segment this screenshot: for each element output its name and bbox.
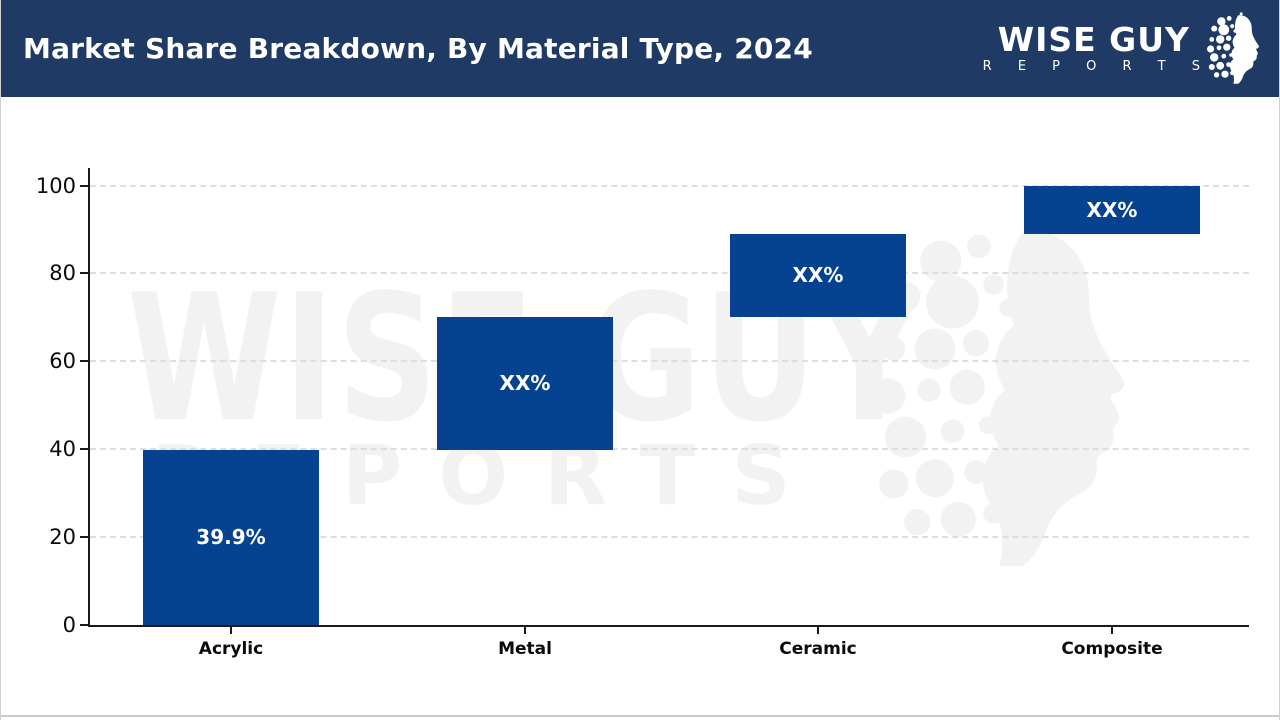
x-category-label-metal: Metal — [498, 639, 552, 659]
x-tick-mark-ceramic — [817, 627, 819, 634]
y-gridline-60 — [90, 360, 1249, 363]
wiseguy-head-logo-icon — [1207, 11, 1259, 84]
y-tick-mark-0 — [80, 624, 88, 626]
y-gridline-20 — [90, 536, 1249, 539]
y-tick-label-40: 40 — [49, 437, 76, 462]
y-gridline-80 — [90, 272, 1249, 275]
y-tick-mark-100 — [80, 184, 88, 187]
bar-ceramic: XX% — [730, 234, 906, 317]
logo-wordmark: WISE GUY — [997, 19, 1190, 59]
bar-metal: XX% — [437, 316, 613, 450]
wiseguy-logo: WISE GUY R E P O R T S — [977, 11, 1279, 87]
x-category-label-acrylic: Acrylic — [198, 639, 264, 659]
x-category-label-ceramic: Ceramic — [779, 639, 857, 659]
y-tick-label-60: 60 — [49, 349, 76, 374]
bar-value-label-ceramic: XX% — [792, 263, 844, 288]
y-gridline-100 — [90, 184, 1249, 187]
page-title: Market Share Breakdown, By Material Type… — [23, 32, 813, 65]
waterfall-chart-plot: 0 20 40 60 80 100 39.9% Acrylic XX% Metal XX% Ceram… — [36, 168, 1249, 659]
y-gridline-40 — [90, 448, 1249, 451]
y-tick-mark-60 — [80, 360, 88, 363]
y-tick-label-80: 80 — [49, 261, 76, 286]
y-axis-spine — [88, 168, 90, 627]
x-axis-spine — [88, 625, 1249, 627]
logo-subtext: R E P O R T S — [982, 59, 1211, 75]
x-category-label-composite: Composite — [1061, 639, 1163, 659]
footer-divider — [1, 715, 1279, 717]
x-tick-mark-composite — [1111, 627, 1113, 634]
wiseguy-logo-text: WISE GUY R E P O R T S — [977, 19, 1211, 75]
bar-acrylic: 39.9% — [143, 449, 319, 625]
bar-composite: XX% — [1024, 185, 1200, 235]
bar-value-label-metal: XX% — [499, 371, 551, 396]
y-tick-label-100: 100 — [35, 173, 76, 198]
x-tick-mark-acrylic — [230, 627, 232, 634]
y-tick-mark-80 — [80, 272, 88, 275]
x-tick-mark-metal — [524, 627, 526, 634]
y-tick-label-0: 0 — [62, 613, 76, 637]
y-tick-label-20: 20 — [49, 525, 76, 550]
bar-value-label-acrylic: 39.9% — [196, 525, 266, 550]
y-tick-mark-40 — [80, 448, 88, 451]
bar-value-label-composite: XX% — [1086, 197, 1138, 222]
y-tick-mark-20 — [80, 536, 88, 539]
header-banner: Market Share Breakdown, By Material Type… — [1, 0, 1279, 97]
